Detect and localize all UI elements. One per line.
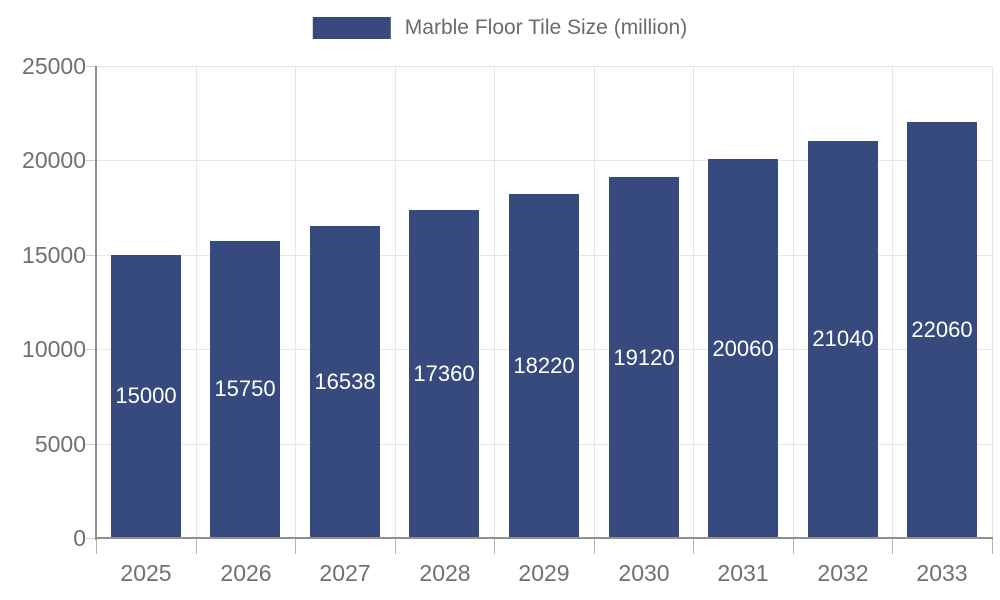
x-tick-mark [395, 538, 396, 554]
x-axis-tick-label: 2027 [319, 560, 371, 586]
x-tick-mark [196, 538, 197, 554]
x-axis-tick-label: 2025 [120, 560, 172, 586]
x-axis-tick-label: 2032 [817, 560, 869, 586]
x-tick-mark [96, 538, 97, 554]
x-tick-mark [793, 538, 794, 554]
x-tick-mark [892, 538, 893, 554]
legend[interactable]: Marble Floor Tile Size (million) [312, 16, 688, 40]
legend-swatch [312, 17, 391, 39]
gridline-vertical [196, 66, 197, 538]
y-axis-tick-label: 0 [73, 525, 86, 551]
x-axis-tick-label: 2028 [419, 560, 471, 586]
y-axis-tick-label: 10000 [22, 336, 86, 362]
gridline-horizontal [96, 160, 992, 161]
y-axis-tick-label: 5000 [34, 431, 86, 457]
x-axis-tick-label: 2031 [717, 560, 769, 586]
y-axis-tick-label: 15000 [22, 242, 86, 268]
x-axis-line [95, 537, 993, 539]
gridline-vertical [295, 66, 296, 538]
gridline-vertical [892, 66, 893, 538]
x-tick-mark [992, 538, 993, 554]
y-tick-mark [86, 349, 96, 350]
y-tick-mark [86, 444, 96, 445]
y-tick-mark [86, 255, 96, 256]
y-axis-tick-label: 25000 [22, 53, 86, 79]
bar-2028[interactable] [409, 210, 479, 537]
bar-2033[interactable] [907, 122, 977, 537]
gridline-vertical [395, 66, 396, 538]
bar-2026[interactable] [210, 241, 280, 537]
y-axis-tick-label: 20000 [22, 147, 86, 173]
gridline-vertical [494, 66, 495, 538]
x-tick-mark [494, 538, 495, 554]
bar-2025[interactable] [111, 255, 181, 537]
bar-2030[interactable] [609, 177, 679, 537]
gridline-vertical [793, 66, 794, 538]
gridline-horizontal [96, 66, 992, 67]
x-axis-tick-label: 2030 [618, 560, 670, 586]
bar-2032[interactable] [808, 141, 878, 537]
gridline-vertical [594, 66, 595, 538]
gridline-vertical [992, 66, 993, 538]
gridline-vertical [693, 66, 694, 538]
y-axis-line [95, 66, 97, 540]
y-tick-mark [86, 160, 96, 161]
bar-2027[interactable] [310, 226, 380, 537]
x-axis-tick-label: 2026 [220, 560, 272, 586]
x-axis-tick-label: 2029 [518, 560, 570, 586]
bar-2029[interactable] [509, 194, 579, 537]
x-tick-mark [594, 538, 595, 554]
y-tick-mark [86, 66, 96, 67]
bar-2031[interactable] [708, 159, 778, 537]
x-axis-tick-label: 2033 [916, 560, 968, 586]
y-tick-mark [86, 538, 96, 539]
legend-label: Marble Floor Tile Size (million) [404, 16, 688, 39]
x-tick-mark [295, 538, 296, 554]
x-tick-mark [693, 538, 694, 554]
